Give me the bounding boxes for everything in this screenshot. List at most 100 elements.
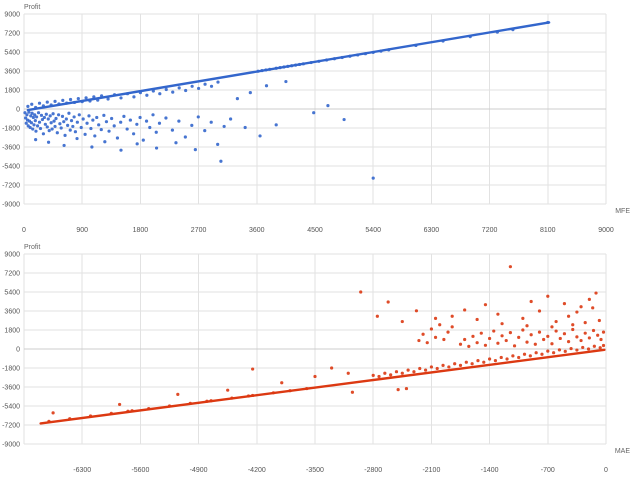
scatter-point <box>566 340 571 344</box>
scatter-point <box>46 140 51 144</box>
x-tick-label: -700 <box>541 467 555 474</box>
scatter-point <box>24 116 28 120</box>
scatter-point <box>591 306 595 310</box>
scatter-point <box>148 125 152 130</box>
scatter-point <box>557 348 562 352</box>
scatter-point <box>274 123 278 127</box>
scatter-point <box>115 136 120 140</box>
x-tick-label: -1400 <box>481 467 499 474</box>
scatter-point <box>88 414 93 418</box>
y-tick-label: 5400 <box>4 290 20 297</box>
scatter-point <box>596 333 600 337</box>
scatter-point <box>435 366 439 371</box>
scatter-point <box>301 62 305 66</box>
scatter-point <box>99 127 103 132</box>
scatter-point <box>386 300 390 304</box>
scatter-point <box>601 343 606 348</box>
scatter-point <box>404 386 409 391</box>
scatter-point <box>371 373 375 377</box>
scatter-point <box>433 316 438 320</box>
scatter-point <box>77 113 81 117</box>
scatter-point <box>43 122 47 126</box>
scatter-point <box>37 120 42 124</box>
scatter-point <box>183 135 187 139</box>
scatter-point <box>93 134 97 138</box>
y-tick-label: -1800 <box>2 366 20 373</box>
scatter-point <box>62 120 66 124</box>
scatter-point <box>52 119 56 123</box>
scatter-point <box>479 331 483 335</box>
x-tick-label: -2800 <box>364 467 382 474</box>
scatter-point <box>500 334 504 338</box>
scatter-point <box>383 371 387 375</box>
scatter-point <box>594 291 598 295</box>
scatter-point <box>190 123 194 127</box>
scatter-point <box>219 159 223 163</box>
scatter-point <box>522 352 527 356</box>
scatter-point <box>32 123 36 127</box>
scatter-point <box>216 142 220 146</box>
scatter-point <box>248 91 252 95</box>
scatter-point <box>67 111 71 115</box>
points-layer <box>23 20 550 180</box>
y-tick-label: 0 <box>16 347 20 354</box>
scatter-point <box>581 345 585 350</box>
scatter-point <box>31 115 35 120</box>
y-tick-label: -3600 <box>2 145 20 152</box>
scatter-point <box>42 115 46 120</box>
scatter-point <box>546 294 550 298</box>
scatter-point <box>118 402 122 407</box>
scatter-point <box>164 87 168 92</box>
scatter-point <box>103 140 107 144</box>
scatter-point <box>294 63 298 67</box>
scatter-point <box>597 318 601 323</box>
scatter-point <box>102 113 106 117</box>
scatter-point <box>229 117 233 121</box>
scatter-point <box>493 359 498 363</box>
scatter-point <box>447 365 451 369</box>
scatter-point <box>423 368 428 372</box>
scatter-point <box>429 327 433 331</box>
scatter-point <box>151 89 155 93</box>
scatter-point <box>342 117 346 122</box>
scatter-point <box>64 117 68 121</box>
scatter-point <box>196 115 200 119</box>
scatter-point <box>467 344 471 348</box>
scatter-point <box>496 312 500 316</box>
scatter-point <box>154 146 159 150</box>
scatter-point <box>346 371 350 375</box>
x-tick-label: 900 <box>76 227 88 234</box>
scatter-point <box>562 302 567 306</box>
scatter-point <box>135 122 139 126</box>
scatter-point <box>51 112 55 116</box>
scatter-point <box>340 55 344 60</box>
scatter-point <box>433 335 438 339</box>
scatter-point <box>197 86 201 91</box>
y-axis-title: Profit <box>24 4 40 11</box>
scatter-point <box>483 303 488 307</box>
scatter-point <box>222 124 226 129</box>
scatter-point <box>546 334 550 338</box>
scatter-point <box>174 141 178 145</box>
scatter-point <box>517 335 521 339</box>
scatter-point <box>579 338 583 343</box>
x-tick-label: 8100 <box>540 227 556 234</box>
scatter-point <box>499 355 503 360</box>
scatter-point <box>84 96 88 100</box>
scatter-point <box>268 67 272 71</box>
scatter-point <box>71 124 75 129</box>
x-tick-label: 5400 <box>365 227 381 234</box>
scatter-point <box>85 121 89 125</box>
scatter-point <box>144 119 149 123</box>
scatter-point <box>39 113 44 117</box>
x-tick-label: -2100 <box>422 467 440 474</box>
scatter-point <box>537 330 542 334</box>
scatter-point <box>35 115 39 119</box>
scatter-point <box>562 332 567 336</box>
mae-profit-chart-panel: 9000 7200 5400 3600 1800 0 -1800 -3600 -5400 -720… <box>0 240 640 480</box>
scatter-point <box>145 93 149 97</box>
scatter-point <box>157 121 162 125</box>
y-tick-label: 1800 <box>4 88 20 95</box>
scatter-point <box>66 123 70 127</box>
scatter-point <box>44 112 48 116</box>
